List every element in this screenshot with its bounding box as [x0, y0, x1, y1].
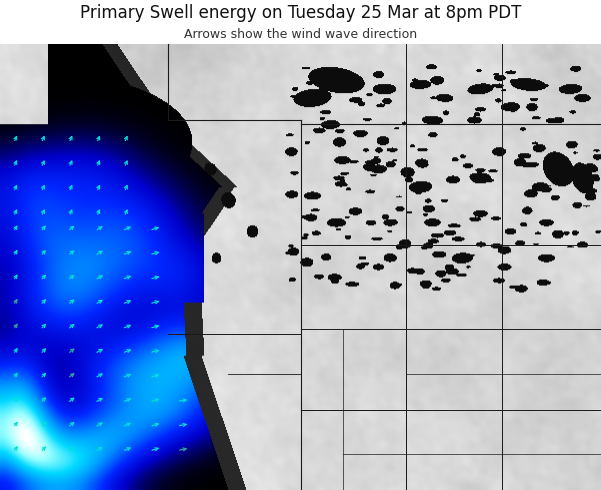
- Text: Arrows show the wind wave direction: Arrows show the wind wave direction: [184, 28, 417, 41]
- Text: Primary Swell energy on Tuesday 25 Mar at 8pm PDT: Primary Swell energy on Tuesday 25 Mar a…: [80, 4, 521, 22]
